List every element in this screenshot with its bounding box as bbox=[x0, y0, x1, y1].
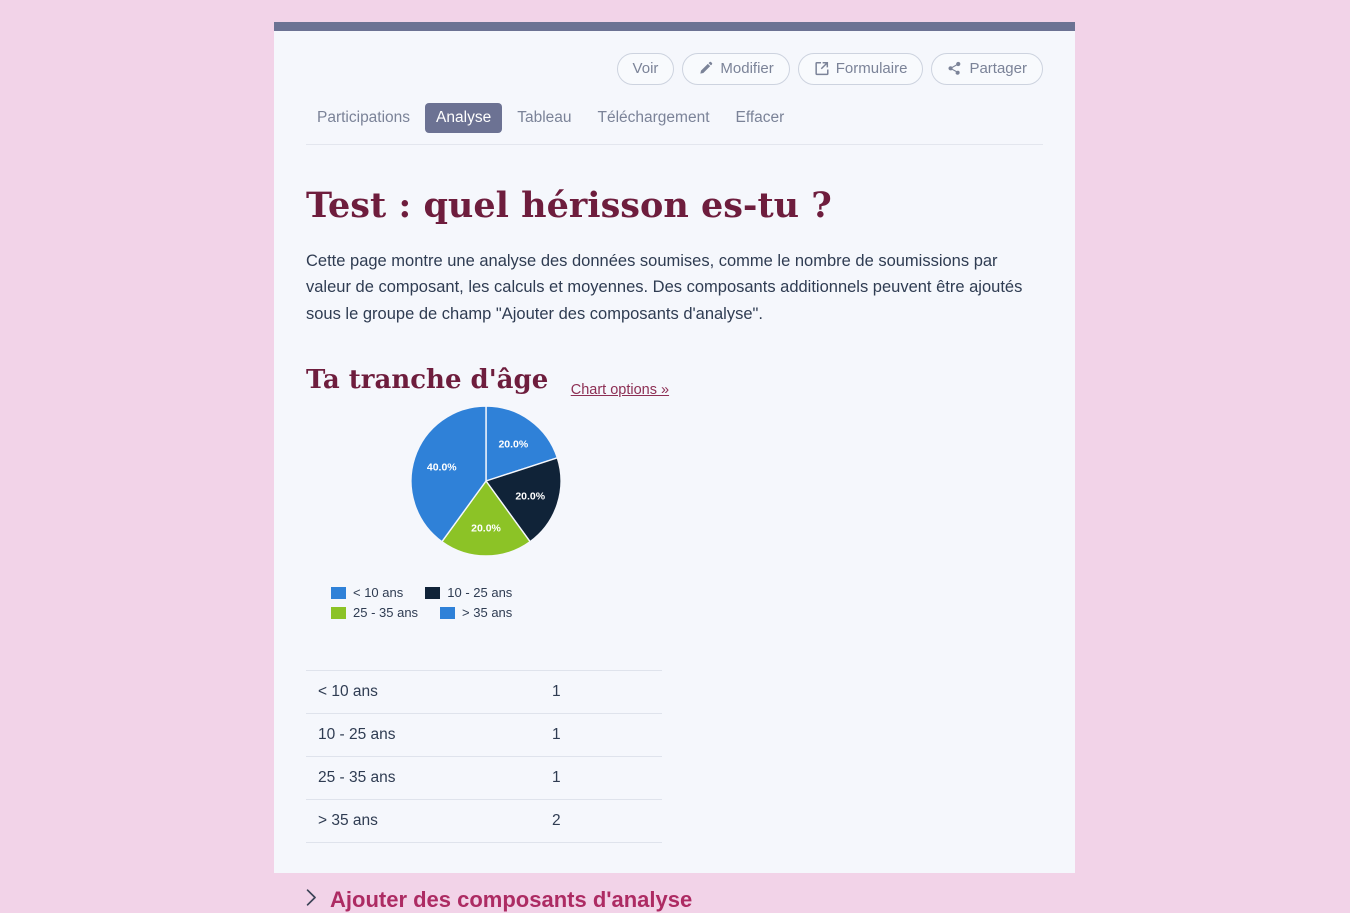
legend-label: > 35 ans bbox=[462, 605, 513, 621]
content-panel: Voir Modifier Formulaire bbox=[274, 22, 1075, 912]
tab-bar: Participations Analyse Tableau Télécharg… bbox=[306, 103, 1043, 145]
table-cell-label: 25 - 35 ans bbox=[306, 756, 552, 801]
table-cell-label: < 10 ans bbox=[306, 670, 552, 715]
pie-chart-block: 20.0% 20.0% 20.0% 40.0% < 10 ans 10 - 25 ans… bbox=[306, 401, 666, 620]
pie-chart[interactable]: 20.0% 20.0% 20.0% 40.0% bbox=[410, 405, 562, 557]
form-button-label: Formulaire bbox=[835, 60, 908, 77]
legend-swatch bbox=[440, 606, 456, 619]
form-button[interactable]: Formulaire bbox=[797, 53, 924, 85]
intro-paragraph: Cette page montre une analyse des donnée… bbox=[306, 252, 1023, 323]
page-wrap: Voir Modifier Formulaire bbox=[274, 22, 1075, 912]
table-row: > 35 ans 2 bbox=[306, 799, 662, 844]
table-row: 10 - 25 ans 1 bbox=[306, 713, 662, 758]
pie-slice-label: 20.0% bbox=[515, 491, 545, 503]
legend-item[interactable]: < 10 ans bbox=[331, 585, 403, 600]
tab-participations-label: Participations bbox=[317, 109, 411, 126]
table-cell-count: 1 bbox=[552, 670, 662, 715]
pie-slice[interactable] bbox=[440, 479, 532, 557]
tab-telechargement-label: Téléchargement bbox=[597, 109, 710, 126]
table-cell-label: 10 - 25 ans bbox=[306, 713, 552, 758]
pencil-icon bbox=[698, 61, 713, 76]
table-cell-label: > 35 ans bbox=[306, 799, 552, 844]
pie-chart-legend: < 10 ans 10 - 25 ans 25 - 35 ans > 35 ans bbox=[331, 585, 641, 620]
action-buttons-row: Voir Modifier Formulaire bbox=[306, 31, 1043, 85]
legend-swatch bbox=[331, 606, 346, 619]
section-header: Ta tranche d'âge Chart options » bbox=[306, 327, 1043, 398]
panel-inner: Voir Modifier Formulaire bbox=[274, 31, 1075, 913]
add-analysis-components-label: Ajouter des composants d'analyse bbox=[330, 887, 693, 913]
share-button-label: Partager bbox=[969, 60, 1027, 77]
tab-participations[interactable]: Participations bbox=[306, 103, 421, 133]
pie-slice-label: 40.0% bbox=[427, 462, 457, 474]
legend-label: 10 - 25 ans bbox=[447, 585, 513, 601]
view-button-label: Voir bbox=[632, 60, 659, 77]
table-row: < 10 ans 1 bbox=[306, 670, 662, 715]
section-title: Ta tranche d'âge bbox=[306, 365, 549, 396]
tab-tableau[interactable]: Tableau bbox=[506, 103, 582, 133]
panel-top-bar bbox=[274, 22, 1075, 31]
legend-label: 25 - 35 ans bbox=[353, 605, 419, 621]
pie-chart-area: 20.0% 20.0% 20.0% 40.0% bbox=[306, 401, 666, 561]
pie-slice-label: 20.0% bbox=[471, 523, 501, 535]
tab-effacer[interactable]: Effacer bbox=[725, 103, 796, 133]
legend-label: < 10 ans bbox=[353, 585, 404, 601]
edit-button[interactable]: Modifier bbox=[682, 53, 790, 85]
legend-swatch bbox=[331, 586, 346, 599]
view-button[interactable]: Voir bbox=[616, 53, 675, 85]
tab-tableau-label: Tableau bbox=[517, 109, 572, 126]
pie-slice-label: 20.0% bbox=[498, 439, 528, 451]
edit-button-label: Modifier bbox=[720, 60, 774, 77]
tab-analyse-label: Analyse bbox=[436, 109, 492, 126]
share-button[interactable]: Partager bbox=[931, 53, 1043, 85]
legend-swatch bbox=[425, 586, 441, 599]
tab-effacer-label: Effacer bbox=[735, 109, 785, 126]
table-cell-count: 2 bbox=[552, 799, 662, 844]
pie-slice[interactable] bbox=[410, 405, 487, 543]
edit-square-icon bbox=[814, 61, 829, 76]
tab-telechargement[interactable]: Téléchargement bbox=[587, 103, 721, 133]
chart-options-wrap: Chart options » bbox=[571, 381, 669, 399]
table-cell-count: 1 bbox=[552, 756, 662, 801]
table-row: 25 - 35 ans 1 bbox=[306, 756, 662, 801]
legend-item[interactable]: > 35 ans bbox=[440, 605, 512, 620]
pie-slice[interactable] bbox=[484, 457, 562, 543]
counts-table: < 10 ans 1 10 - 25 ans 1 25 - 35 ans 1 > 35 an… bbox=[306, 670, 662, 844]
table-cell-count: 1 bbox=[552, 713, 662, 758]
chart-options-link[interactable]: Chart options » bbox=[570, 382, 670, 399]
tab-analyse[interactable]: Analyse bbox=[425, 103, 503, 133]
chevron-right-icon bbox=[306, 889, 317, 911]
add-analysis-components-toggle[interactable]: Ajouter des composants d'analyse bbox=[306, 887, 1043, 913]
pie-slice[interactable] bbox=[485, 405, 559, 483]
share-icon bbox=[947, 61, 962, 76]
legend-item[interactable]: 10 - 25 ans bbox=[425, 585, 512, 600]
legend-item[interactable]: 25 - 35 ans bbox=[331, 605, 418, 620]
page-title: Test : quel hérisson es-tu ? bbox=[306, 185, 832, 226]
